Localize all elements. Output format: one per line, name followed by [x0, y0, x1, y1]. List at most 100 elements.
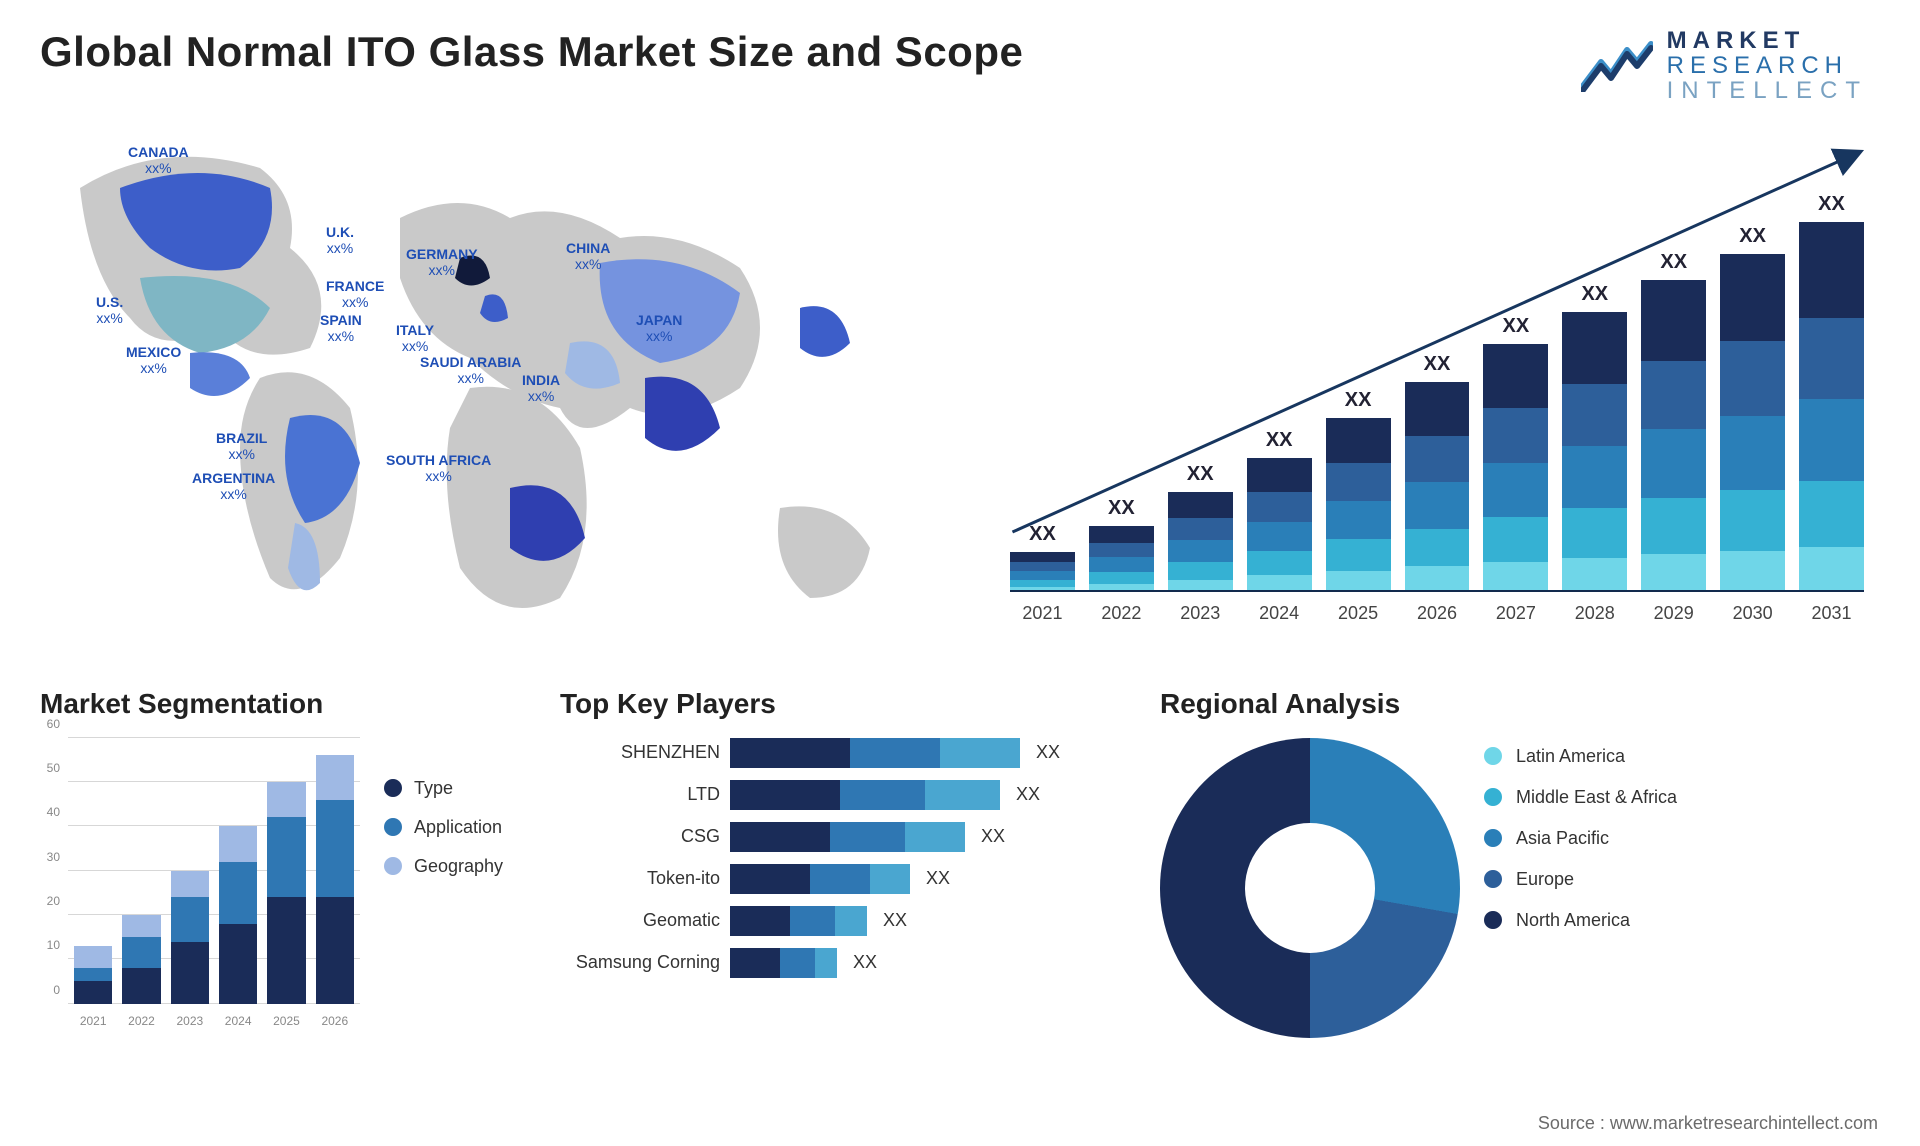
map-label: MEXICOxx%: [126, 344, 181, 376]
map-label: FRANCExx%: [326, 278, 384, 310]
map-label: SOUTH AFRICAxx%: [386, 452, 491, 484]
segmentation-cell: Market Segmentation 0102030405060 202120…: [40, 688, 560, 1038]
regional-title: Regional Analysis: [1160, 688, 1856, 720]
key-player-label: Token-ito: [560, 868, 728, 889]
logo-text: MARKET RESEARCH INTELLECT: [1667, 28, 1868, 104]
logo-line2: RESEARCH: [1667, 53, 1868, 78]
trend-arrow-icon: [1010, 128, 1880, 648]
regional-legend-item: Asia Pacific: [1484, 828, 1677, 849]
key-player-row: Samsung Corning XX: [560, 948, 1136, 978]
top-row: CANADAxx% U.S.xx%MEXICOxx% BRAZILxx% ARGENT…: [40, 128, 1880, 648]
seg-x-tick: 2023: [171, 1014, 209, 1028]
growth-value-label: XX: [1187, 463, 1214, 486]
seg-bar: [122, 915, 160, 1004]
key-player-value: XX: [1022, 742, 1060, 763]
seg-bar: [219, 826, 257, 1003]
key-players-cell: Top Key Players SHENZHENXXLTDXXCSGXXToke…: [560, 688, 1160, 1038]
key-player-value: XX: [869, 910, 907, 931]
key-player-value: XX: [912, 868, 950, 889]
segmentation-title: Market Segmentation: [40, 688, 536, 720]
regional-donut: [1160, 738, 1460, 1038]
key-player-value: XX: [967, 826, 1005, 847]
key-player-bar: [730, 864, 910, 894]
growth-value-label: XX: [1108, 497, 1135, 520]
key-player-row: LTD XX: [560, 780, 1136, 810]
seg-y-tick: 30: [47, 850, 60, 864]
map-label: ITALYxx%: [396, 322, 434, 354]
seg-y-tick: 0: [53, 983, 60, 997]
seg-bar: [267, 782, 305, 1004]
growth-value-label: XX: [1739, 225, 1766, 248]
growth-value-label: XX: [1029, 523, 1056, 546]
map-label: GERMANYxx%: [406, 246, 478, 278]
map-label: CHINAxx%: [566, 240, 610, 272]
key-players-list: SHENZHEN XX LTD XX CSG XX Token-ito XX Geomatic X…: [560, 738, 1136, 978]
map-label: JAPANxx%: [636, 312, 682, 344]
map-label: SPAINxx%: [320, 312, 362, 344]
map-label: INDIAxx%: [522, 372, 560, 404]
regional-legend-item: North America: [1484, 910, 1677, 931]
bottom-row: Market Segmentation 0102030405060 202120…: [40, 688, 1880, 1038]
seg-x-tick: 2025: [267, 1014, 305, 1028]
key-player-value: XX: [839, 952, 877, 973]
regional-cell: Regional Analysis Latin America Middle Ea…: [1160, 688, 1880, 1038]
seg-legend-item: Type: [384, 778, 503, 799]
seg-y-tick: 10: [47, 938, 60, 952]
map-label: SAUDI ARABIAxx%: [420, 354, 521, 386]
source-note: Source : www.marketresearchintellect.com: [1538, 1113, 1878, 1134]
map-svg: [40, 128, 970, 648]
seg-legend-item: Application: [384, 817, 503, 838]
growth-value-label: XX: [1660, 251, 1687, 274]
logo-line3: INTELLECT: [1667, 78, 1868, 103]
key-player-label: CSG: [560, 826, 728, 847]
growth-value-label: XX: [1345, 389, 1372, 412]
growth-value-label: XX: [1266, 429, 1293, 452]
key-player-value: XX: [1002, 784, 1040, 805]
key-player-bar: [730, 906, 867, 936]
key-player-row: Token-ito XX: [560, 864, 1136, 894]
header: Global Normal ITO Glass Market Size and …: [40, 28, 1880, 104]
key-player-bar: [730, 738, 1020, 768]
segmentation-legend: Type Application Geography: [384, 738, 503, 1028]
key-player-bar: [730, 822, 965, 852]
seg-bar: [171, 871, 209, 1004]
page-title: Global Normal ITO Glass Market Size and …: [40, 28, 1023, 76]
growth-value-label: XX: [1424, 353, 1451, 376]
logo-mark-icon: [1581, 40, 1653, 92]
regional-legend-item: Europe: [1484, 869, 1677, 890]
growth-value-label: XX: [1581, 283, 1608, 306]
regional-legend-item: Middle East & Africa: [1484, 787, 1677, 808]
logo-line1: MARKET: [1667, 28, 1868, 53]
key-player-label: LTD: [560, 784, 728, 805]
map-label: ARGENTINAxx%: [192, 470, 275, 502]
key-player-label: Geomatic: [560, 910, 728, 931]
map-label: U.K.xx%: [326, 224, 354, 256]
seg-bar: [316, 755, 354, 1003]
growth-value-label: XX: [1503, 315, 1530, 338]
growth-chart: 2021202220232024202520262027202820292030…: [1010, 128, 1880, 648]
seg-x-tick: 2021: [74, 1014, 112, 1028]
key-player-row: CSG XX: [560, 822, 1136, 852]
seg-y-tick: 50: [47, 761, 60, 775]
seg-y-tick: 40: [47, 805, 60, 819]
growth-value-label: XX: [1818, 193, 1845, 216]
map-label: BRAZILxx%: [216, 430, 267, 462]
seg-bar: [74, 946, 112, 1004]
regional-legend-item: Latin America: [1484, 746, 1677, 767]
seg-x-tick: 2026: [316, 1014, 354, 1028]
brand-logo: MARKET RESEARCH INTELLECT: [1581, 28, 1880, 104]
map-label: CANADAxx%: [128, 144, 189, 176]
key-player-row: Geomatic XX: [560, 906, 1136, 936]
key-player-label: Samsung Corning: [560, 952, 728, 973]
key-player-bar: [730, 948, 837, 978]
key-players-title: Top Key Players: [560, 688, 1136, 720]
seg-y-tick: 20: [47, 894, 60, 908]
seg-legend-item: Geography: [384, 856, 503, 877]
regional-legend: Latin America Middle East & Africa Asia Pa…: [1484, 738, 1677, 1038]
key-player-row: SHENZHEN XX: [560, 738, 1136, 768]
world-map: CANADAxx% U.S.xx%MEXICOxx% BRAZILxx% ARGENT…: [40, 128, 970, 648]
key-player-label: SHENZHEN: [560, 742, 728, 763]
seg-x-tick: 2022: [122, 1014, 160, 1028]
map-label: U.S.xx%: [96, 294, 123, 326]
segmentation-chart: 0102030405060 202120222023202420252026: [40, 738, 360, 1028]
